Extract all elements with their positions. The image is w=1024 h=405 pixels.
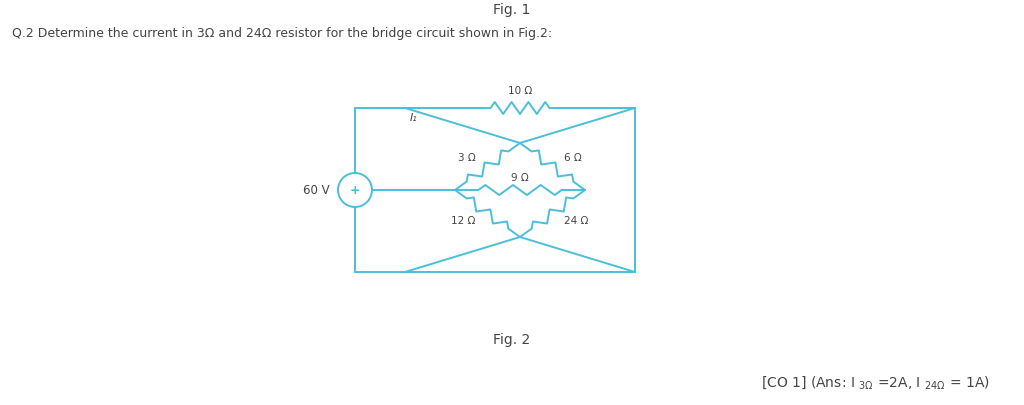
Text: [CO 1] (Ans: I $_{3\Omega}$ =2A, I $_{24\Omega}$ = 1A): [CO 1] (Ans: I $_{3\Omega}$ =2A, I $_{24… [761,375,990,391]
Text: Fig. 1: Fig. 1 [494,3,530,17]
Text: I₁: I₁ [410,113,418,123]
Text: 9 Ω: 9 Ω [511,173,528,183]
Text: 60 V: 60 V [303,183,330,196]
Text: 6 Ω: 6 Ω [564,153,583,162]
Text: Q.2 Determine the current in 3Ω and 24Ω resistor for the bridge circuit shown in: Q.2 Determine the current in 3Ω and 24Ω … [12,27,552,40]
Text: 3 Ω: 3 Ω [458,153,475,162]
Text: 24 Ω: 24 Ω [564,217,589,226]
Text: 12 Ω: 12 Ω [452,217,475,226]
Text: +: + [349,183,360,196]
Text: Fig. 2: Fig. 2 [494,333,530,347]
Text: 10 Ω: 10 Ω [508,86,532,96]
